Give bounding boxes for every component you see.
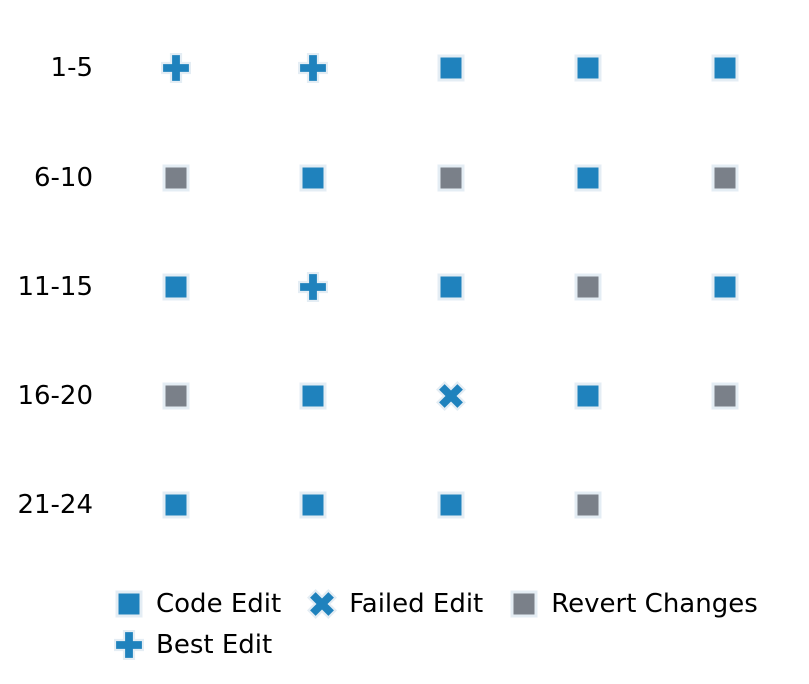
square-icon [437,164,465,192]
marker-code [298,163,328,193]
square-icon [115,590,143,618]
marker-code [573,163,603,193]
square-icon [574,54,602,82]
row-label: 21-24 [17,490,93,520]
square-icon [437,491,465,519]
square-icon [162,273,190,301]
marker-revert [436,163,466,193]
plus-icon [297,271,329,303]
x-icon [307,589,338,619]
legend-item-failed-edit: Failed Edit [307,589,483,619]
legend-label: Failed Edit [349,589,484,619]
legend-label: Code Edit [156,589,282,619]
square-icon [574,491,602,519]
marker-code [710,53,740,83]
square-icon [299,382,327,410]
square-icon [437,54,465,82]
row-label: 16-20 [17,381,93,411]
marker-best [297,271,329,303]
square-icon [711,54,739,82]
marker-revert [710,163,740,193]
square-icon [711,164,739,192]
marker-code [573,381,603,411]
square-icon [162,382,190,410]
marker-code [436,272,466,302]
square-icon [574,273,602,301]
legend-label: Best Edit [156,630,273,660]
legend-item-revert-changes: Revert Changes [509,589,758,619]
marker-revert [573,272,603,302]
marker-revert [573,490,603,520]
square-icon [510,590,538,618]
marker-code [573,53,603,83]
marker-failed [436,381,466,411]
square-icon [437,273,465,301]
legend-row: Best Edit [114,630,758,660]
plus-icon [160,52,192,84]
row-label: 11-15 [17,272,93,302]
marker-code [161,490,191,520]
marker-revert [161,381,191,411]
x-icon [436,381,466,411]
square-icon [162,491,190,519]
marker-code [436,490,466,520]
legend-item-code-edit: Code Edit [114,589,281,619]
square-icon [711,273,739,301]
marker-best [297,52,329,84]
marker-code [161,272,191,302]
legend-item-best-edit: Best Edit [114,630,272,660]
marker-code [298,381,328,411]
marker-code [298,490,328,520]
marker-code [436,53,466,83]
marker-code [710,272,740,302]
square-icon [162,164,190,192]
legend-row: Code Edit Failed Edit Revert Changes [114,589,758,619]
marker-revert [710,381,740,411]
square-icon [574,382,602,410]
marker-revert [161,163,191,193]
legend-label: Revert Changes [551,589,758,619]
square-icon [299,491,327,519]
legend: Code Edit Failed Edit Revert Changes Best E… [114,589,758,660]
square-icon [711,382,739,410]
marker-best [160,52,192,84]
square-icon [574,164,602,192]
square-icon [299,164,327,192]
row-label: 1-5 [50,53,93,83]
plus-icon [297,52,329,84]
plus-icon [114,630,144,660]
row-label: 6-10 [33,163,93,193]
